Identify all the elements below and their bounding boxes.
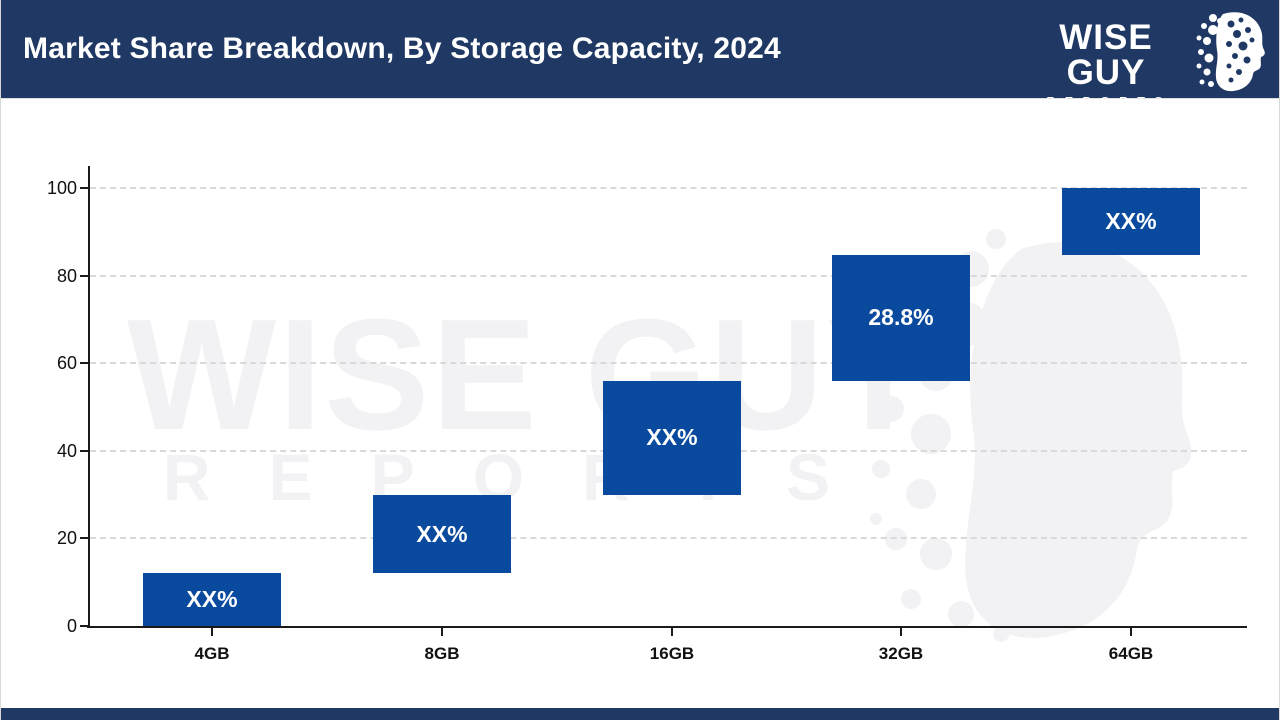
y-axis-line [88, 166, 90, 628]
x-tick-64GB [1130, 628, 1132, 636]
x-axis-label-16GB: 16GB [649, 644, 695, 663]
y-axis-label-60: 60 [56, 353, 77, 374]
chart-area: WISE GUY REPORTS 0 20 40 60 80 100 XX% 4GB XX% 8G… [1, 98, 1279, 709]
bar-16GB: XX% [603, 380, 741, 495]
y-tick-20 [80, 537, 89, 540]
y-tick-0 [80, 625, 89, 627]
x-tick-16GB [671, 628, 673, 636]
page-title: Market Share Breakdown, By Storage Capac… [23, 32, 781, 65]
y-tick-60 [80, 362, 89, 365]
x-tick-32GB [900, 628, 902, 636]
wiseguy-logo: WISE GUY REPORTS [1017, 6, 1267, 109]
gridline-100 [90, 187, 1247, 189]
bar-64GB: XX% [1062, 188, 1200, 255]
x-axis-label-64GB: 64GB [1108, 644, 1154, 663]
bar-8GB: XX% [373, 494, 511, 574]
x-tick-8GB [441, 628, 443, 636]
bar-value-label: 28.8% [868, 304, 934, 331]
gridline-20 [90, 537, 1247, 540]
y-tick-100 [80, 187, 89, 189]
bar-value-label: XX% [186, 586, 238, 613]
wiseguy-face-icon [1196, 12, 1265, 92]
logo-wordmark: WISE GUY [1059, 18, 1153, 92]
x-axis-label-4GB: 4GB [194, 644, 230, 663]
y-axis-label-40: 40 [56, 440, 77, 461]
bar-value-label: XX% [416, 520, 468, 547]
y-tick-40 [80, 449, 89, 452]
bar-value-label: XX% [1105, 207, 1157, 234]
logo-subtitle: REPORTS [1046, 94, 1172, 109]
y-axis-label-80: 80 [56, 265, 77, 286]
bar-32GB: 28.8% [832, 254, 970, 381]
footer-bar [1, 708, 1279, 720]
y-tick-80 [80, 274, 89, 277]
x-axis-label-32GB: 32GB [878, 644, 924, 663]
x-axis-line [87, 626, 1247, 628]
y-axis-label-20: 20 [56, 528, 77, 549]
gridline-60 [90, 362, 1247, 365]
bar-4GB: XX% [143, 573, 281, 626]
bar-value-label: XX% [646, 424, 698, 451]
y-axis-label-100: 100 [46, 178, 77, 198]
gridline-80 [90, 274, 1247, 277]
header-bar: Market Share Breakdown, By Storage Capac… [1, 0, 1279, 109]
y-axis-label-0: 0 [66, 616, 77, 636]
watermark-wordmark: WISE GUY [127, 287, 934, 463]
x-axis-label-8GB: 8GB [424, 644, 460, 663]
logo-text: WISE GUY REPORTS [1017, 20, 1195, 109]
x-tick-4GB [211, 628, 213, 636]
